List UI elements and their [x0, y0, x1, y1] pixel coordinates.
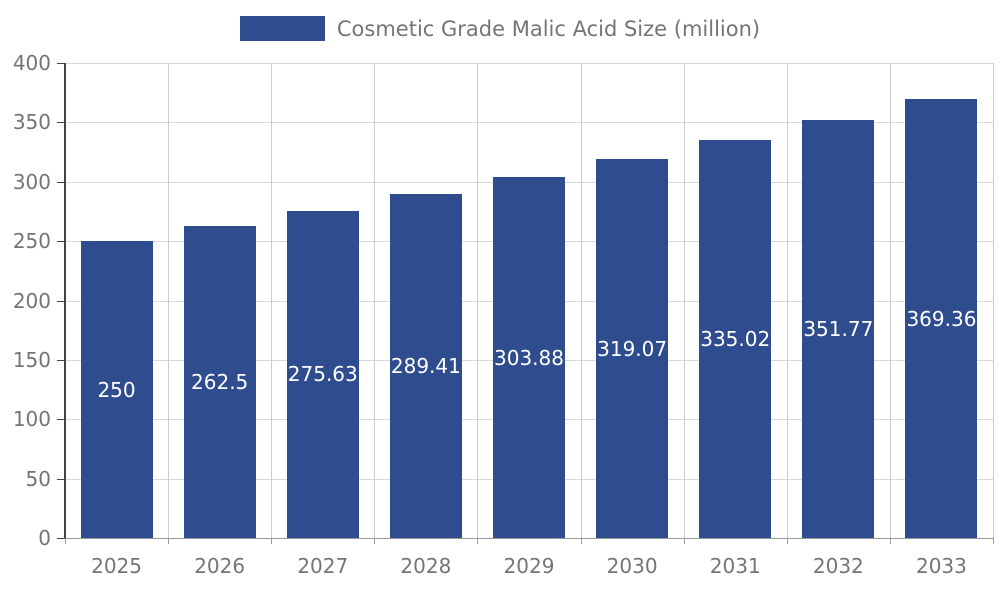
y-tick-label: 200 — [12, 288, 51, 313]
y-tick-mark — [57, 181, 64, 183]
x-tick-label: 2029 — [503, 554, 555, 578]
x-tick-label: 2033 — [915, 554, 967, 578]
bar[interactable] — [80, 241, 153, 538]
bar[interactable] — [389, 194, 462, 538]
x-axis-line — [65, 538, 993, 539]
x-tick-mark — [683, 538, 685, 544]
bar[interactable] — [699, 140, 772, 538]
y-tick-label: 400 — [12, 51, 51, 75]
gridline-vertical — [477, 63, 479, 538]
y-tick-label: 150 — [12, 347, 51, 372]
y-tick-label: 350 — [12, 110, 51, 135]
bar-value-label: 250 — [97, 377, 136, 402]
x-tick-mark — [786, 538, 788, 544]
x-tick-mark — [271, 538, 273, 544]
bar[interactable] — [905, 99, 978, 538]
bar[interactable] — [286, 210, 359, 538]
x-tick-label: 2027 — [297, 554, 349, 578]
bar-value-label: 369.36 — [906, 306, 977, 331]
x-tick-label: 2032 — [812, 554, 864, 578]
gridline-horizontal — [65, 122, 993, 124]
x-tick-label: 2031 — [709, 554, 761, 578]
gridline-vertical — [580, 63, 582, 538]
y-tick-label: 50 — [25, 466, 51, 491]
x-tick-label: 2025 — [91, 554, 142, 578]
gridline-vertical — [683, 63, 685, 538]
x-tick-mark — [993, 538, 994, 544]
gridline-vertical — [993, 63, 994, 538]
x-tick-mark — [889, 538, 891, 544]
gridline-horizontal — [65, 63, 993, 64]
x-tick-mark — [477, 538, 479, 544]
x-tick-label: 2028 — [400, 554, 452, 578]
y-tick-mark — [57, 538, 64, 539]
x-tick-label: 2030 — [606, 554, 658, 578]
y-tick-label: 250 — [12, 229, 51, 254]
bar-value-label: 289.41 — [390, 354, 461, 379]
bar-value-label: 351.77 — [803, 317, 874, 342]
gridline-vertical — [374, 63, 376, 538]
y-tick-mark — [57, 122, 64, 124]
bar-value-label: 262.5 — [191, 370, 249, 395]
y-axis-line — [64, 63, 66, 539]
y-tick-mark — [57, 241, 64, 243]
bar-value-label: 319.07 — [597, 336, 668, 361]
y-tick-mark — [57, 63, 64, 64]
bar-value-label: 275.63 — [287, 362, 358, 387]
y-tick-mark — [57, 419, 64, 421]
bar[interactable] — [596, 159, 669, 538]
gridline-vertical — [786, 63, 788, 538]
bar-value-label: 335.02 — [700, 327, 771, 352]
x-tick-mark — [580, 538, 582, 544]
y-tick-mark — [57, 478, 64, 480]
gridline-vertical — [271, 63, 273, 538]
y-tick-label: 0 — [38, 526, 51, 550]
chart-legend[interactable]: Cosmetic Grade Malic Acid Size (million) — [0, 16, 1000, 41]
y-tick-label: 100 — [12, 407, 51, 432]
chart-title: Cosmetic Grade Malic Acid Size (million) — [336, 16, 761, 41]
x-tick-mark — [168, 538, 170, 544]
bar[interactable] — [802, 120, 875, 538]
bar[interactable] — [493, 177, 565, 538]
y-tick-label: 300 — [12, 169, 51, 194]
gridline-vertical — [889, 63, 891, 538]
bar-value-label: 303.88 — [494, 345, 564, 370]
x-tick-mark — [374, 538, 376, 544]
legend-swatch[interactable] — [239, 16, 325, 41]
x-tick-mark — [65, 538, 66, 544]
y-tick-mark — [57, 300, 64, 302]
x-tick-label: 2026 — [194, 554, 246, 578]
bar[interactable] — [183, 226, 256, 538]
gridline-vertical — [168, 63, 170, 538]
y-tick-mark — [57, 359, 64, 361]
